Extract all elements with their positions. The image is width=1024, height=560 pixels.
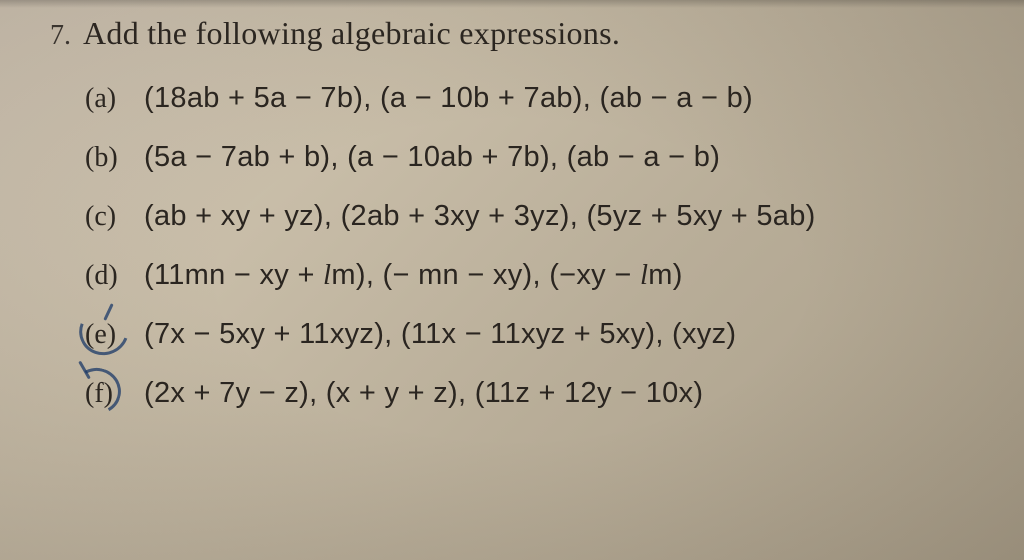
option-b: (b) (5a − 7ab + b), (a − 10ab + 7b), (ab… <box>85 141 994 174</box>
option-label-marked: (f) <box>85 378 130 410</box>
option-label: (b) <box>85 142 130 174</box>
option-expression: (18ab + 5a − 7b), (a − 10b + 7ab), (ab −… <box>144 82 753 115</box>
option-c: (c) (ab + xy + yz), (2ab + 3xy + 3yz), (… <box>85 200 994 233</box>
option-label: (a) <box>85 83 130 115</box>
options-list: (a) (18ab + 5a − 7b), (a − 10b + 7ab), (… <box>50 82 994 410</box>
option-label-marked: (e) <box>85 319 130 351</box>
option-a: (a) (18ab + 5a − 7b), (a − 10b + 7ab), (… <box>85 82 994 115</box>
option-expression: (ab + xy + yz), (2ab + 3xy + 3yz), (5yz … <box>144 200 816 233</box>
option-expression: (5a − 7ab + b), (a − 10ab + 7b), (ab − a… <box>144 141 720 174</box>
option-e: (e) (7x − 5xy + 11xyz), (11x − 11xyz + 5… <box>85 318 994 351</box>
option-expression: (7x − 5xy + 11xyz), (11x − 11xyz + 5xy),… <box>144 318 736 351</box>
option-expression: (2x + 7y − z), (x + y + z), (11z + 12y −… <box>144 377 703 410</box>
option-expression: (11mn − xy + lm), (− mn − xy), (−xy − lm… <box>144 259 683 292</box>
option-f: (f) (2x + 7y − z), (x + y + z), (11z + 1… <box>85 377 994 410</box>
question-text: Add the following algebraic expressions. <box>83 15 620 52</box>
option-label: (c) <box>85 201 130 233</box>
option-label: (d) <box>85 260 130 292</box>
question-header: 7. Add the following algebraic expressio… <box>50 15 994 52</box>
option-d: (d) (11mn − xy + lm), (− mn − xy), (−xy … <box>85 259 994 292</box>
question-number: 7. <box>50 20 71 52</box>
